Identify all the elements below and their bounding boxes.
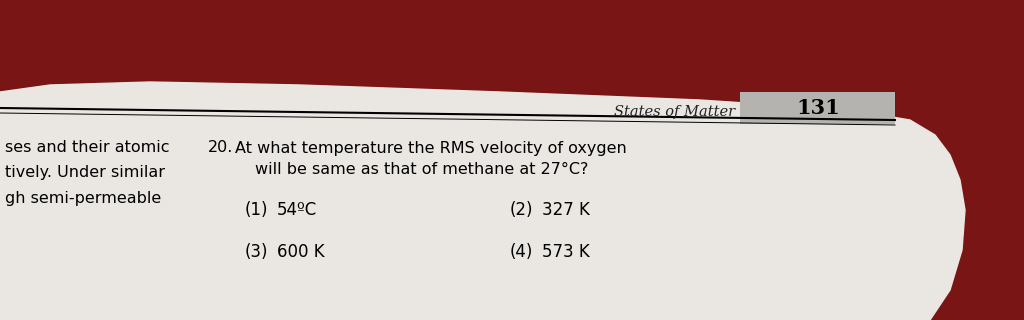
Text: 131: 131 — [796, 98, 840, 118]
FancyBboxPatch shape — [740, 92, 895, 124]
Text: States of Matter: States of Matter — [613, 105, 735, 119]
Text: 327 K: 327 K — [542, 201, 590, 219]
Text: (3): (3) — [245, 243, 268, 261]
Text: (2): (2) — [510, 201, 534, 219]
Text: gh semi-permeable: gh semi-permeable — [5, 190, 161, 205]
Text: At what temperature the RMS velocity of oxygen: At what temperature the RMS velocity of … — [234, 140, 627, 156]
Text: tively. Under similar: tively. Under similar — [5, 165, 165, 180]
Text: (4): (4) — [510, 243, 534, 261]
Text: 54ºC: 54ºC — [278, 201, 317, 219]
Polygon shape — [0, 82, 965, 320]
Text: (1): (1) — [245, 201, 268, 219]
Text: 573 K: 573 K — [542, 243, 590, 261]
Text: 600 K: 600 K — [278, 243, 325, 261]
Text: 20.: 20. — [208, 140, 233, 156]
Text: will be same as that of methane at 27°C?: will be same as that of methane at 27°C? — [255, 163, 589, 178]
Text: ses and their atomic: ses and their atomic — [5, 140, 170, 156]
